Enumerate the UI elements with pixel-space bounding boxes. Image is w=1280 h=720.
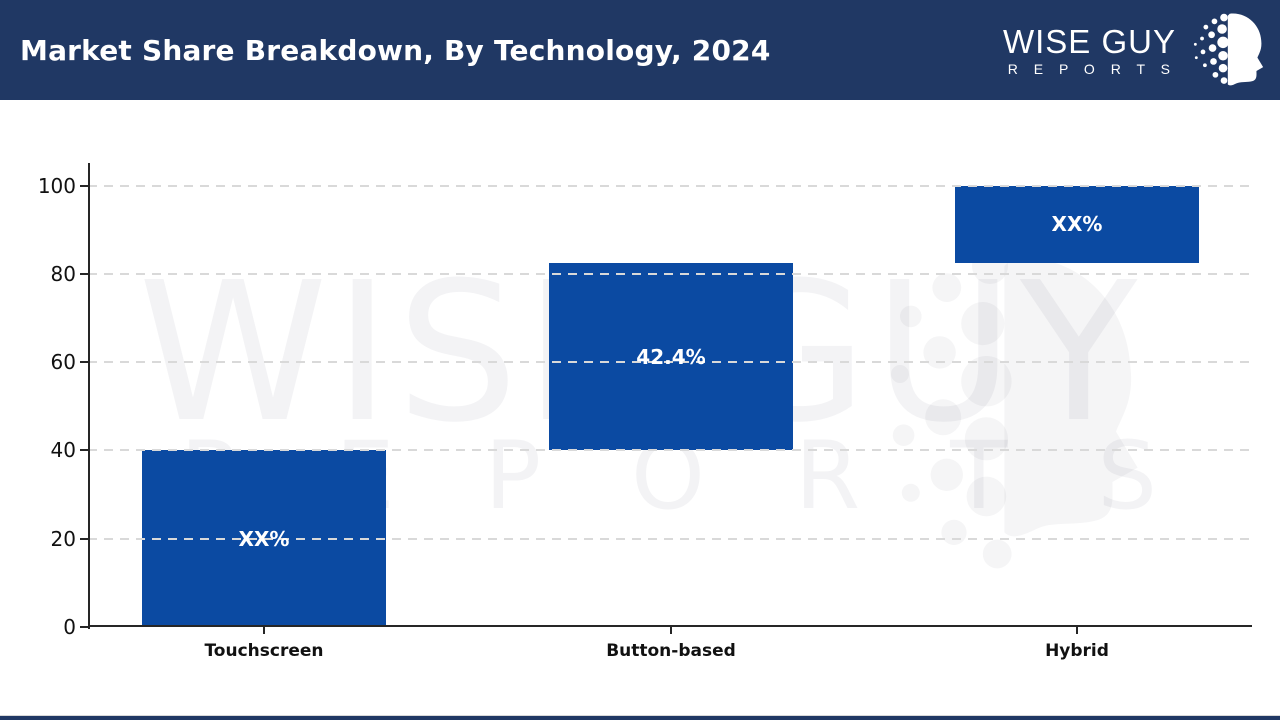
x-tickmark-2 — [670, 627, 672, 634]
bar-value-label: XX% — [1051, 212, 1103, 237]
logo-wordmark-line1: WISE GUY — [1002, 22, 1176, 60]
logo-head-icon — [1193, 13, 1264, 86]
y-axis-spine — [88, 163, 90, 629]
y-tick-label-80: 80 — [50, 261, 76, 286]
y-tick-label-0: 0 — [63, 615, 76, 639]
gridline-20 — [88, 537, 1252, 540]
y-tickmark-0 — [80, 626, 88, 628]
y-tick-label-20: 20 — [50, 526, 76, 551]
category-label-button-based: Button-based — [606, 641, 736, 661]
x-tickmark-3 — [1076, 627, 1078, 634]
gridline-100 — [88, 184, 1252, 187]
bar-value-label: 42.4% — [636, 344, 706, 369]
y-tick-label-100: 100 — [37, 173, 76, 198]
logo-wordmark-line2: R E P O R T S — [1007, 60, 1176, 77]
gridline-60 — [88, 361, 1252, 364]
header-bar: Market Share Breakdown, By Technology, 2… — [0, 0, 1280, 100]
y-tickmark-20 — [80, 537, 88, 540]
gridline-80 — [88, 272, 1252, 275]
bar-button-based — [549, 263, 793, 451]
y-tickmark-60 — [80, 361, 88, 364]
x-tickmark-1 — [263, 627, 265, 634]
bar-hybrid — [955, 185, 1199, 264]
x-axis-spine — [88, 625, 1252, 627]
logo-wordmark: WISE GUY R E P O R T S — [1003, 25, 1176, 76]
gridline-40 — [88, 449, 1252, 452]
y-tickmark-80 — [80, 272, 88, 275]
page-title: Market Share Breakdown, By Technology, 2… — [20, 33, 771, 67]
footer-bar — [0, 716, 1280, 720]
brand-logo: WISE GUY R E P O R T S — [1003, 8, 1266, 92]
y-tickmark-100 — [80, 184, 88, 187]
bar-value-label: XX% — [238, 526, 290, 551]
footer-divider — [0, 715, 1280, 716]
category-label-touchscreen: Touchscreen — [204, 641, 324, 661]
category-label-hybrid: Hybrid — [1045, 641, 1109, 661]
watermark-head-icon — [891, 248, 1138, 569]
y-tick-label-40: 40 — [50, 438, 76, 463]
y-tickmark-40 — [80, 449, 88, 452]
y-tick-label-60: 60 — [50, 350, 76, 375]
